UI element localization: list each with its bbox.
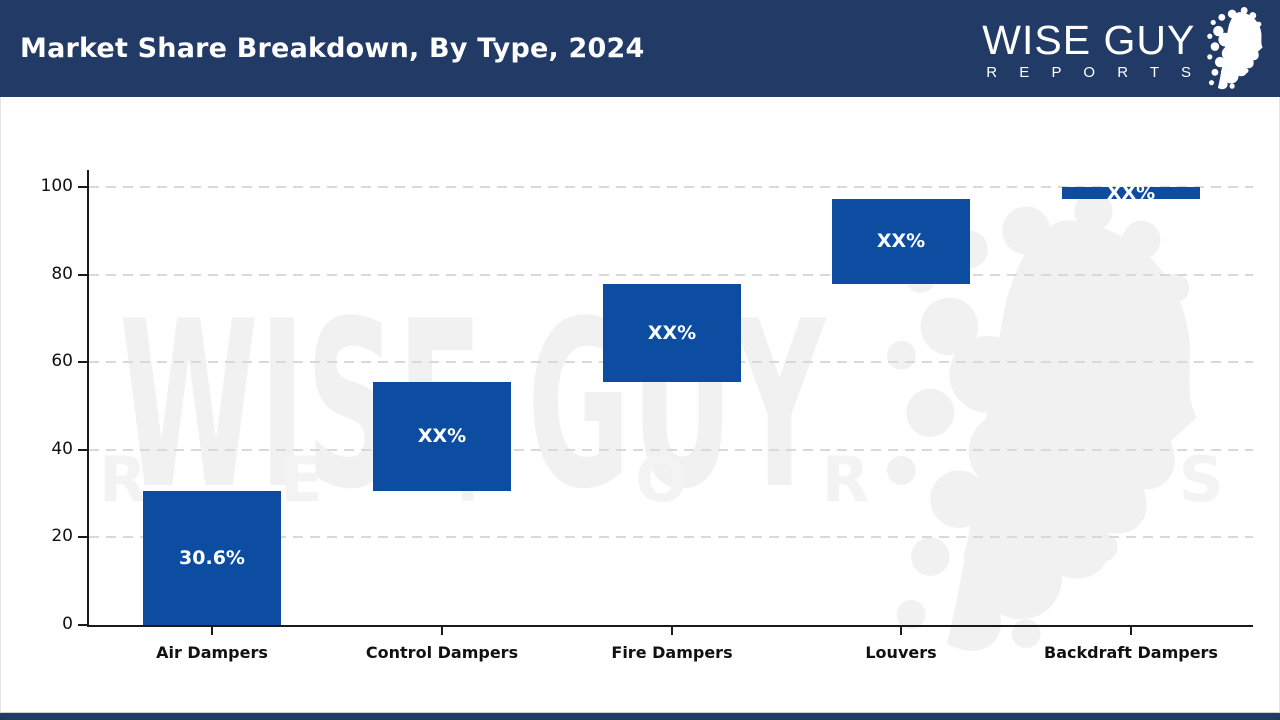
- y-axis-tick-label: 40: [51, 438, 73, 459]
- grid-line: [89, 186, 1253, 188]
- y-axis-tick: [78, 624, 87, 626]
- wiseguy-logo-text: WISE GUY R E P O R T S: [982, 16, 1200, 81]
- chart-plot-area: WISE GUY R E P O R T S 0 20 40 60 80 100 30.6%…: [0, 97, 1280, 713]
- y-axis-tick-label: 80: [51, 263, 73, 284]
- x-axis-line: [87, 625, 1253, 627]
- x-category-label: Fire Dampers: [611, 643, 733, 662]
- x-axis-tick: [1130, 627, 1132, 635]
- y-axis-tick: [78, 536, 87, 539]
- bar-value-label: XX%: [876, 230, 926, 253]
- y-axis-tick: [78, 361, 87, 364]
- bar-value-label: XX%: [647, 321, 697, 344]
- x-category-label: Backdraft Dampers: [1044, 643, 1218, 662]
- grid-line: [89, 448, 1253, 451]
- y-axis-line: [87, 170, 89, 627]
- x-axis-tick: [441, 627, 443, 635]
- x-axis-tick: [671, 627, 673, 635]
- bar-segment-2: XX%: [373, 381, 511, 491]
- bar-value-label: XX%: [1106, 181, 1156, 204]
- logo-subtitle: R E P O R T S: [986, 63, 1200, 81]
- wiseguy-logo: WISE GUY R E P O R T S: [982, 6, 1264, 94]
- wiseguy-head-icon: [1207, 7, 1263, 90]
- x-axis-tick: [211, 627, 213, 635]
- bar-segment-3: XX%: [603, 283, 741, 382]
- y-axis-tick: [78, 186, 87, 188]
- y-axis-tick-label: 20: [51, 526, 73, 547]
- y-axis-tick-label: 60: [51, 351, 73, 372]
- bar-value-label: XX%: [417, 425, 467, 448]
- page-title: Market Share Breakdown, By Type, 2024: [20, 33, 645, 64]
- bar-segment-1: 30.6%: [143, 490, 281, 625]
- grid-line: [89, 273, 1253, 276]
- grid-line: [89, 536, 1253, 539]
- footer-bar: [0, 713, 1280, 720]
- y-axis-tick: [78, 448, 87, 451]
- x-category-label: Control Dampers: [365, 643, 519, 662]
- bar-value-label: 30.6%: [179, 546, 245, 569]
- y-axis-tick: [78, 273, 87, 276]
- bar-segment-4: XX%: [832, 198, 970, 284]
- header-bar: Market Share Breakdown, By Type, 2024 WI…: [0, 0, 1280, 97]
- x-axis-tick: [900, 627, 902, 635]
- y-axis-tick-label: 0: [62, 614, 73, 634]
- bar-segment-5: XX%: [1062, 182, 1200, 204]
- logo-wordmark: WISE GUY: [982, 16, 1196, 63]
- x-category-label: Air Dampers: [156, 643, 268, 662]
- y-axis-tick-label: 100: [40, 176, 73, 196]
- x-category-label: Louvers: [865, 643, 937, 662]
